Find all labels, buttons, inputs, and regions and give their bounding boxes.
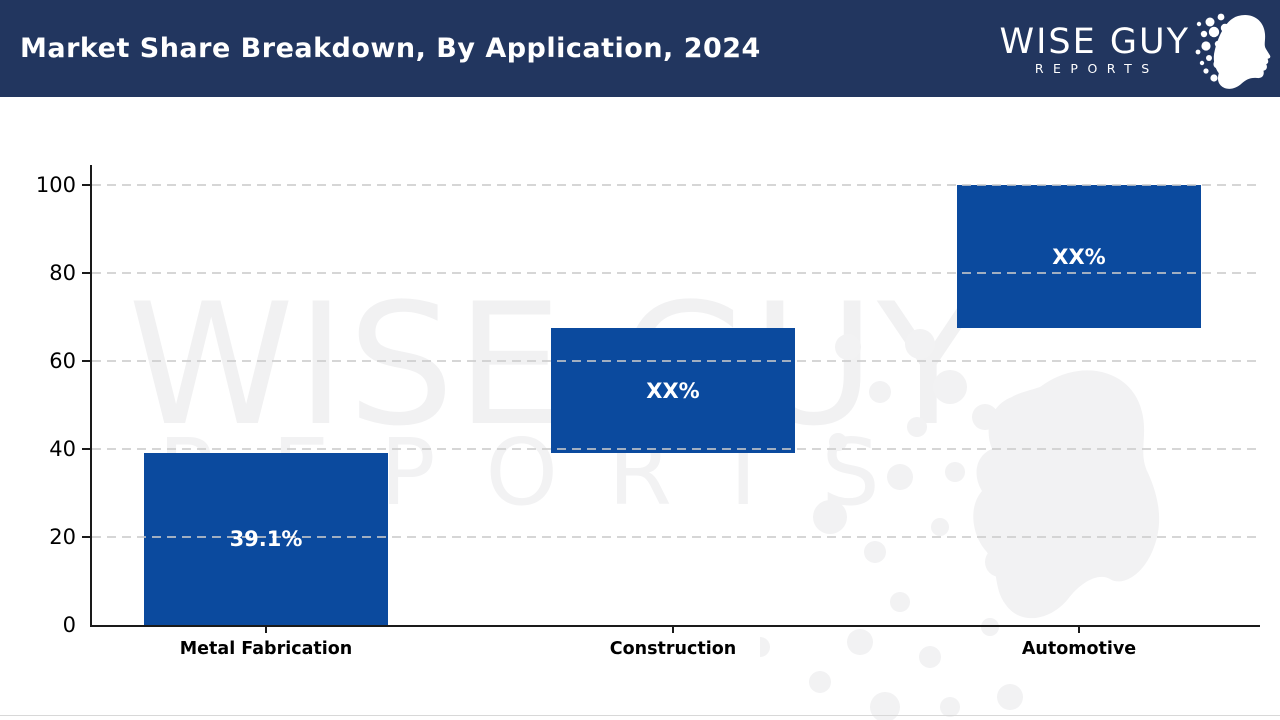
x-tick-label: Automotive bbox=[1021, 639, 1137, 659]
logo-subtitle: REPORTS bbox=[1034, 61, 1159, 77]
y-tick-label: 40 bbox=[49, 437, 76, 461]
wise-guy-reports-logo: WISE GUY REPORTS bbox=[999, 8, 1272, 92]
y-axis-tick bbox=[82, 536, 90, 538]
y-axis-tick bbox=[82, 184, 90, 186]
footer-divider bbox=[0, 715, 1280, 716]
y-axis-tick bbox=[82, 272, 90, 274]
bar-metal-fabrication bbox=[144, 452, 388, 625]
y-tick-label: 20 bbox=[49, 525, 76, 549]
bar-value-label: 39.1% bbox=[229, 526, 303, 551]
bar-automotive bbox=[957, 185, 1201, 329]
x-axis-tick bbox=[672, 627, 674, 633]
logo-head-profile-icon bbox=[1195, 13, 1271, 89]
logo-text: WISE GUY REPORTS bbox=[999, 21, 1190, 77]
chart-region: 39.1% XX% XX% 0 20 40 60 80 100 Metal Fabrication… bbox=[0, 97, 1280, 720]
plot-area: 39.1% XX% XX% 0 20 40 60 80 100 Metal Fabrication… bbox=[36, 165, 1260, 659]
x-tick-label: Construction bbox=[609, 639, 737, 659]
y-axis-tick bbox=[82, 360, 90, 362]
x-axis-tick bbox=[265, 627, 267, 633]
bar-construction bbox=[551, 328, 795, 453]
header-bar: Market Share Breakdown, By Application, … bbox=[0, 0, 1280, 97]
y-tick-label: 0 bbox=[62, 613, 76, 637]
page-title: Market Share Breakdown, By Application, … bbox=[20, 33, 761, 64]
logo-wordmark: WISE GUY bbox=[999, 21, 1190, 62]
y-tick-label: 60 bbox=[49, 349, 76, 373]
y-tick-label: 100 bbox=[35, 173, 76, 197]
y-tick-label: 80 bbox=[49, 261, 76, 285]
x-tick-label: Metal Fabrication bbox=[179, 639, 353, 659]
y-axis-tick bbox=[82, 448, 90, 450]
x-axis-tick bbox=[1078, 627, 1080, 633]
watermark-head-profile-icon bbox=[760, 329, 1160, 720]
bar-value-label: XX% bbox=[646, 378, 700, 403]
bar-value-label: XX% bbox=[1052, 244, 1106, 269]
